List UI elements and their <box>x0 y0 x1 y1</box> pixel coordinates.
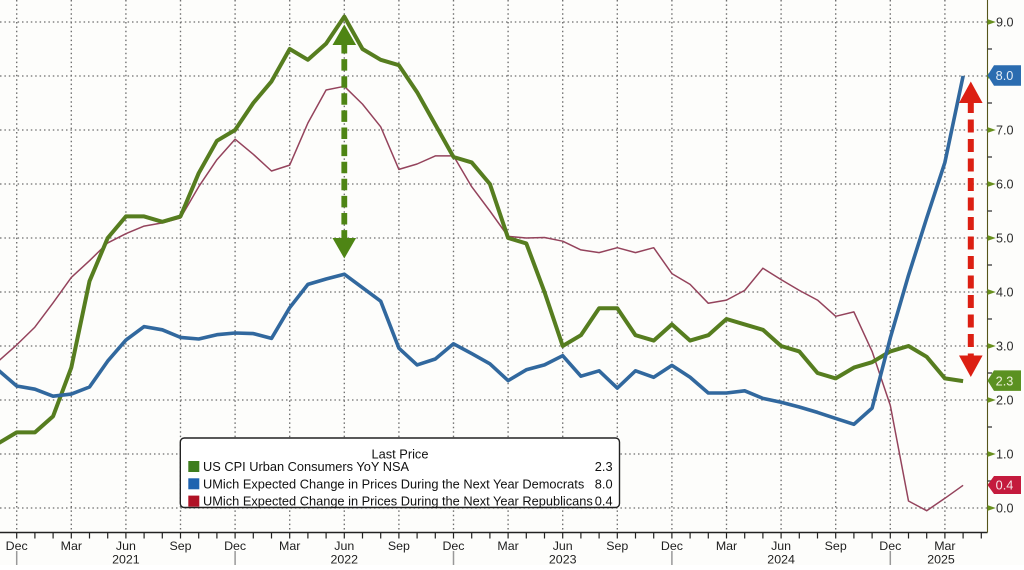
svg-text:3.0: 3.0 <box>996 340 1014 354</box>
svg-text:2022: 2022 <box>331 553 359 566</box>
svg-text:1.0: 1.0 <box>996 448 1014 462</box>
svg-text:Jun: Jun <box>553 539 573 553</box>
svg-text:Mar: Mar <box>61 539 82 553</box>
svg-text:0.4: 0.4 <box>996 479 1014 493</box>
svg-text:2.0: 2.0 <box>996 394 1014 408</box>
svg-text:Jun: Jun <box>334 539 354 553</box>
svg-text:Dec: Dec <box>6 539 28 553</box>
svg-text:Last Price: Last Price <box>372 447 429 462</box>
svg-text:Sep: Sep <box>169 539 191 553</box>
svg-text:Dec: Dec <box>879 539 901 553</box>
svg-text:2.3: 2.3 <box>996 374 1014 388</box>
svg-text:Dec: Dec <box>224 539 246 553</box>
svg-text:2025: 2025 <box>927 553 955 566</box>
svg-text:Jun: Jun <box>771 539 791 553</box>
svg-text:0.4: 0.4 <box>595 494 613 509</box>
svg-text:Sep: Sep <box>388 539 410 553</box>
svg-text:7.0: 7.0 <box>996 124 1014 138</box>
svg-text:Mar: Mar <box>716 539 737 553</box>
svg-text:Mar: Mar <box>279 539 300 553</box>
svg-text:Dec: Dec <box>442 539 464 553</box>
svg-text:Jun: Jun <box>116 539 136 553</box>
svg-text:2021: 2021 <box>112 553 140 566</box>
svg-text:UMich Expected Change in Price: UMich Expected Change in Prices During t… <box>203 476 584 491</box>
svg-text:9.0: 9.0 <box>996 16 1014 30</box>
svg-text:Mar: Mar <box>497 539 518 553</box>
svg-text:Dec: Dec <box>661 539 683 553</box>
svg-text:US CPI Urban Consumers YoY NSA: US CPI Urban Consumers YoY NSA <box>203 459 409 474</box>
svg-text:Sep: Sep <box>606 539 628 553</box>
svg-text:5.0: 5.0 <box>996 232 1014 246</box>
svg-text:0.0: 0.0 <box>996 502 1014 516</box>
svg-text:Sep: Sep <box>825 539 847 553</box>
svg-text:4.0: 4.0 <box>996 286 1014 300</box>
svg-text:8.0: 8.0 <box>996 69 1014 83</box>
svg-text:2023: 2023 <box>549 553 577 566</box>
svg-text:8.0: 8.0 <box>595 476 613 491</box>
svg-text:Mar: Mar <box>934 539 955 553</box>
svg-text:2.3: 2.3 <box>595 459 613 474</box>
svg-text:UMich Expected Change in Price: UMich Expected Change in Prices During t… <box>203 494 593 509</box>
svg-text:2024: 2024 <box>767 553 795 566</box>
svg-text:6.0: 6.0 <box>996 178 1014 192</box>
